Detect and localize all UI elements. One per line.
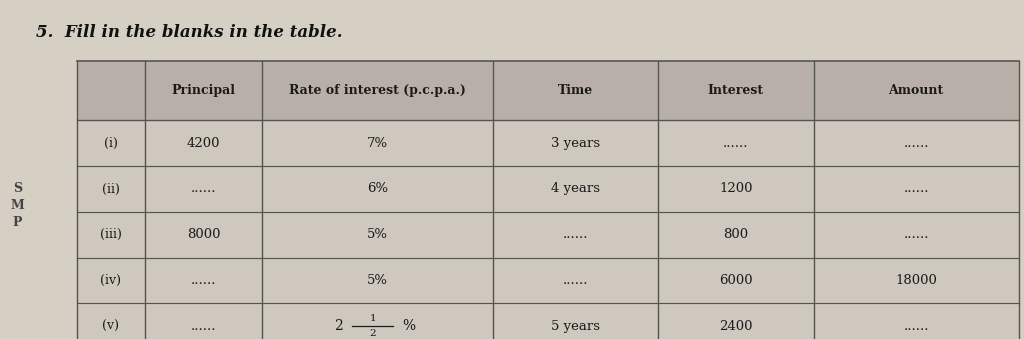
- Text: (iii): (iii): [99, 228, 122, 241]
- Text: ......: ......: [563, 274, 589, 287]
- Text: ......: ......: [190, 182, 216, 196]
- Text: ......: ......: [190, 320, 216, 333]
- Text: 4 years: 4 years: [551, 182, 600, 196]
- Text: ......: ......: [563, 228, 589, 241]
- Text: (v): (v): [102, 320, 119, 333]
- Text: 6%: 6%: [368, 182, 388, 196]
- Text: Principal: Principal: [171, 84, 236, 97]
- Text: 800: 800: [723, 228, 749, 241]
- Text: Interest: Interest: [708, 84, 764, 97]
- Text: M: M: [10, 199, 25, 212]
- Text: 5%: 5%: [368, 274, 388, 287]
- Text: (i): (i): [103, 137, 118, 150]
- Text: ......: ......: [903, 137, 929, 150]
- Text: 8000: 8000: [186, 228, 220, 241]
- Text: 5 years: 5 years: [551, 320, 600, 333]
- Text: S: S: [13, 182, 22, 195]
- Text: 4200: 4200: [186, 137, 220, 150]
- Text: 2400: 2400: [719, 320, 753, 333]
- Text: P: P: [12, 216, 23, 228]
- Text: 3 years: 3 years: [551, 137, 600, 150]
- Text: 7%: 7%: [368, 137, 388, 150]
- Text: 1: 1: [370, 314, 376, 323]
- Text: ......: ......: [903, 228, 929, 241]
- Text: (ii): (ii): [101, 182, 120, 196]
- Text: 2: 2: [370, 329, 376, 338]
- Text: ......: ......: [723, 137, 749, 150]
- Text: 5.  Fill in the blanks in the table.: 5. Fill in the blanks in the table.: [36, 24, 342, 41]
- Text: Amount: Amount: [889, 84, 944, 97]
- Text: ......: ......: [903, 182, 929, 196]
- Text: 1200: 1200: [719, 182, 753, 196]
- Text: Time: Time: [558, 84, 593, 97]
- Text: 18000: 18000: [895, 274, 937, 287]
- Text: 5%: 5%: [368, 228, 388, 241]
- Text: Rate of interest (p.c.p.a.): Rate of interest (p.c.p.a.): [290, 84, 466, 97]
- Text: 2: 2: [335, 319, 343, 333]
- Text: 6000: 6000: [719, 274, 753, 287]
- Text: ......: ......: [903, 320, 929, 333]
- Text: ......: ......: [190, 274, 216, 287]
- Text: %: %: [402, 319, 415, 333]
- Text: (iv): (iv): [100, 274, 121, 287]
